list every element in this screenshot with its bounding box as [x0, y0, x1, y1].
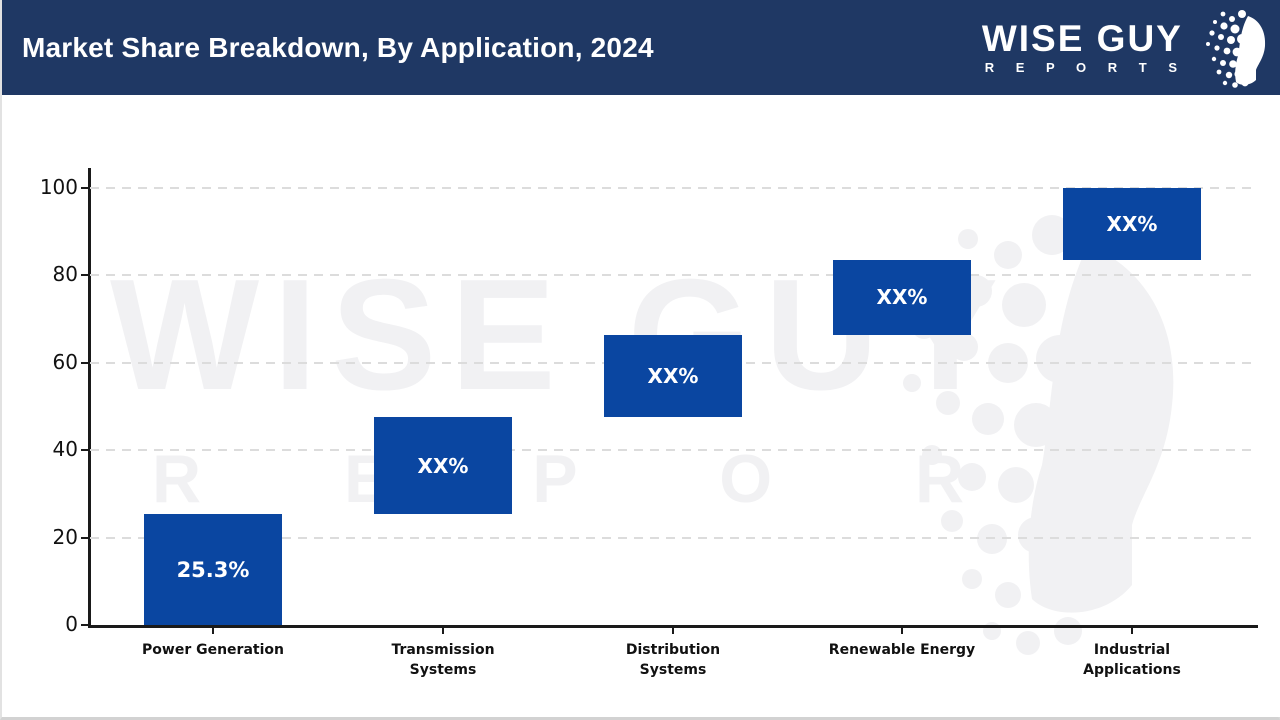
bar-segment: XX%	[1063, 188, 1201, 260]
x-tick-mark	[672, 628, 674, 634]
bar-segment: XX%	[833, 259, 971, 335]
category-label: Distribution Systems	[625, 642, 721, 679]
y-axis-line	[88, 168, 91, 628]
bar-segment: XX%	[604, 334, 742, 417]
bar-segment: 25.3%	[144, 514, 282, 625]
y-tick-label-100: 100	[39, 175, 78, 199]
x-tick-mark	[212, 628, 214, 634]
y-tick-label-80: 80	[52, 262, 78, 287]
bar-value-label: XX%	[647, 363, 699, 388]
category-label: Renewable Energy	[828, 642, 976, 658]
y-tick-mark-0	[81, 624, 89, 626]
bar-value-label: XX%	[1106, 211, 1158, 236]
logo-wordmark: WISE GUY	[981, 18, 1183, 59]
y-tick-label-0: 0	[65, 612, 78, 636]
y-tick-mark-80	[81, 274, 89, 277]
bar-segment: XX%	[374, 416, 512, 515]
category-label: Transmission Systems	[391, 642, 495, 679]
x-tick-mark	[901, 628, 903, 634]
y-tick-label-60: 60	[52, 349, 78, 374]
y-tick-label-20: 20	[52, 524, 78, 549]
logo-face-dots-icon	[1206, 9, 1266, 88]
gridline-100	[90, 187, 1258, 189]
y-tick-mark-40	[81, 449, 89, 452]
y-tick-mark-20	[81, 536, 89, 539]
wise-guy-reports-logo: WISE GUY R E P O R T S	[979, 6, 1280, 90]
bar-value-label: XX%	[417, 453, 469, 478]
y-tick-mark-60	[81, 361, 89, 364]
category-label: Power Generation	[142, 642, 284, 658]
category-label: Industrial Applications	[1083, 642, 1181, 679]
x-axis-line	[88, 625, 1258, 628]
y-tick-label-40: 40	[52, 437, 78, 462]
logo-subtitle: R E P O R T S	[984, 60, 1186, 75]
x-tick-mark	[1131, 628, 1133, 634]
y-tick-mark-100	[81, 187, 89, 189]
bar-value-label: 25.3%	[176, 557, 250, 582]
page-title: Market Share Breakdown, By Application, …	[22, 31, 654, 63]
chart-canvas: WISE GUY R E P O R T S 0 20 40 60 80 100 25.3%…	[2, 95, 1280, 717]
logo-text: WISE GUY R E P O R T S	[979, 20, 1186, 75]
gridline-40	[90, 449, 1258, 452]
gridline-80	[90, 274, 1258, 277]
x-tick-mark	[442, 628, 444, 634]
gridline-20	[90, 536, 1258, 539]
bar-value-label: XX%	[876, 285, 928, 310]
header-banner: Market Share Breakdown, By Application, …	[2, 0, 1280, 95]
